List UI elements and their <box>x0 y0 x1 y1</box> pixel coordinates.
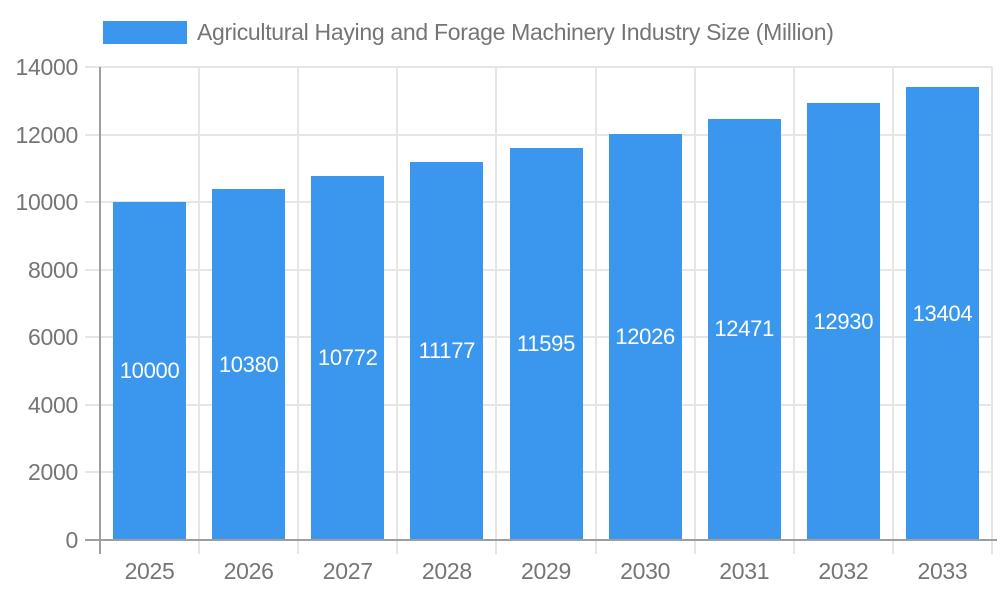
bar-2032: 12930 <box>806 103 880 540</box>
y-tick-label-10000: 10000 <box>15 189 79 216</box>
y-axis-line <box>99 67 101 554</box>
y-tick-label-4000: 4000 <box>28 391 78 418</box>
bar-value-label: 13404 <box>912 300 973 326</box>
y-tick-label-12000: 12000 <box>15 121 79 148</box>
x-tick-label-2031: 2031 <box>719 558 770 584</box>
bar-value-label: 10380 <box>218 351 279 377</box>
legend-label: Agricultural Haying and Forage Machinery… <box>197 19 834 45</box>
v-gridline-4 <box>495 67 498 554</box>
bar-2027: 10772 <box>311 176 385 540</box>
y-tick-label-14000: 14000 <box>15 54 79 80</box>
x-tick-label-2033: 2033 <box>917 558 968 584</box>
v-gridline-5 <box>594 67 597 554</box>
bar-2029: 11595 <box>509 148 583 540</box>
bar-value-label: 12471 <box>714 316 775 342</box>
v-gridline-2 <box>297 67 300 554</box>
h-gridline-12000 <box>85 133 992 136</box>
bar-value-label: 10772 <box>317 345 378 371</box>
x-tick-label-2027: 2027 <box>322 558 373 584</box>
bar-2031: 12471 <box>707 118 781 540</box>
bar-2028: 11177 <box>410 162 484 540</box>
v-gridline-9 <box>991 67 993 554</box>
bar-2025: 10000 <box>113 202 187 540</box>
x-tick-label-2026: 2026 <box>223 558 274 584</box>
v-gridline-1 <box>198 67 201 554</box>
plot-area: 10000 10380 10772 11177 11595 12026 12471 12930… <box>85 66 997 554</box>
bar-2026: 10380 <box>212 189 286 540</box>
legend[interactable]: Agricultural Haying and Forage Machinery… <box>103 19 834 46</box>
v-gridline-3 <box>396 67 399 554</box>
v-gridline-7 <box>792 67 795 554</box>
x-tick-label-2032: 2032 <box>818 558 869 584</box>
bar-value-label: 12026 <box>615 323 675 349</box>
v-gridline-6 <box>693 67 696 554</box>
bar-value-label: 11595 <box>516 331 576 357</box>
y-tick-label-8000: 8000 <box>28 256 78 283</box>
x-tick-label-2025: 2025 <box>124 558 175 584</box>
bar-2033: 13404 <box>905 87 979 540</box>
y-tick-label-6000: 6000 <box>28 324 78 351</box>
y-tick-label-0: 0 <box>65 527 79 553</box>
x-axis-baseline <box>85 539 997 541</box>
x-tick-label-2028: 2028 <box>421 558 472 584</box>
legend-swatch <box>103 21 187 44</box>
bar-2030: 12026 <box>608 133 682 540</box>
y-tick-label-2000: 2000 <box>28 459 78 486</box>
v-gridline-8 <box>891 67 894 554</box>
x-tick-label-2030: 2030 <box>620 558 671 584</box>
h-gridline-14000 <box>85 66 992 68</box>
bar-value-label: 11177 <box>418 338 476 364</box>
bar-value-label: 12930 <box>813 308 874 334</box>
x-tick-label-2029: 2029 <box>521 558 571 584</box>
bar-value-label: 10000 <box>119 358 180 384</box>
